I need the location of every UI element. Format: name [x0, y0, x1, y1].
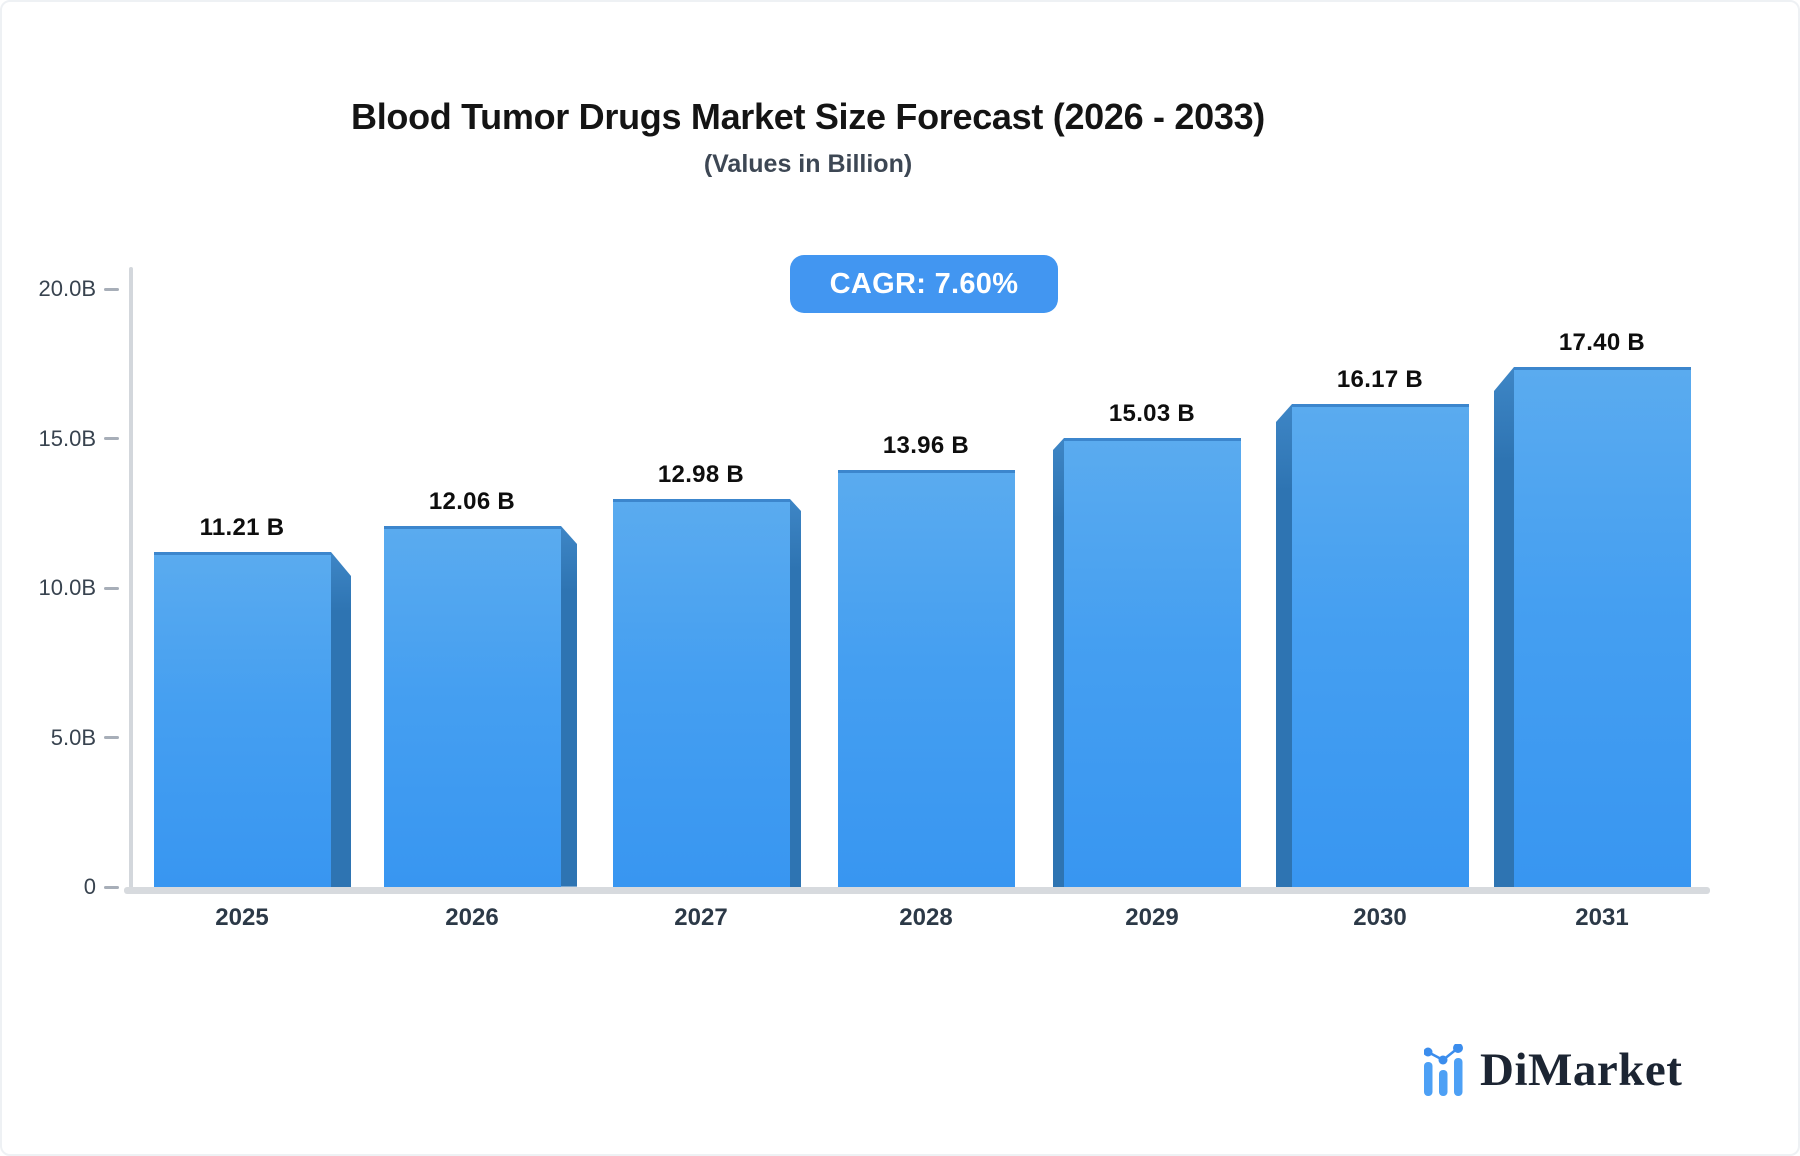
- bar-value-label-2026: 12.06 B: [428, 488, 516, 516]
- bar-side-2030: [1275, 403, 1292, 887]
- brand-logo-text: DiMarket: [1480, 1044, 1683, 1096]
- x-tick-label-2028: 2028: [899, 904, 953, 931]
- mini-bar-chart-icon: [1424, 1044, 1463, 1096]
- y-tick-label: 15.0B: [38, 425, 97, 451]
- y-tick-label: 0: [83, 874, 96, 899]
- bar-face-2031: [1513, 366, 1691, 887]
- bar-face-2029: [1063, 437, 1241, 887]
- cagr-badge-label: CAGR: 7.60%: [829, 267, 1019, 300]
- bar-side-2025: [330, 551, 351, 887]
- y-tick-dash: [104, 287, 119, 291]
- x-tick-label-2027: 2027: [674, 904, 728, 931]
- bar-value-label-2031: 17.40 B: [1558, 328, 1646, 356]
- bar-side-2031: [1493, 366, 1514, 887]
- x-tick-label-2029: 2029: [1125, 904, 1179, 931]
- bar-side-2026: [560, 526, 577, 887]
- cagr-badge: CAGR: 7.60%: [790, 255, 1058, 313]
- x-tick-label-2031: 2031: [1575, 904, 1629, 931]
- bar-face-2030: [1291, 403, 1469, 887]
- bar-face-2028: [837, 469, 1015, 887]
- x-tick-label-2030: 2030: [1353, 904, 1407, 931]
- y-tick-dash: [104, 885, 119, 889]
- bar-face-2025: [153, 551, 331, 887]
- bar-face-2026: [383, 526, 561, 887]
- y-tick-dash: [104, 736, 119, 739]
- y-tick-label: 5.0B: [50, 724, 96, 750]
- bar-side-2027: [789, 498, 801, 887]
- x-tick-label-2025: 2025: [215, 904, 269, 931]
- y-axis-line: [129, 267, 133, 894]
- bar-face-2027: [612, 498, 790, 887]
- x-tick-label-2026: 2026: [445, 904, 499, 931]
- y-tick-label: 20.0B: [38, 276, 97, 301]
- x-axis-baseline: [124, 887, 1710, 894]
- bar-value-label-2028: 13.96 B: [882, 431, 970, 459]
- y-tick-label: 10.0B: [38, 575, 97, 600]
- bar-value-label-2029: 15.03 B: [1108, 399, 1196, 427]
- chart-subtitle: (Values in Billion): [703, 150, 913, 178]
- brand-logo: DiMarket: [1424, 1044, 1682, 1096]
- bar-value-label-2027: 12.98 B: [657, 460, 745, 488]
- y-tick-dash: [104, 586, 119, 590]
- y-tick-dash: [104, 437, 119, 440]
- bar-side-2029: [1052, 437, 1064, 887]
- chart-title: Blood Tumor Drugs Market Size Forecast (…: [350, 96, 1266, 137]
- bar-value-label-2030: 16.17 B: [1336, 365, 1424, 393]
- bar-value-label-2025: 11.21 B: [199, 513, 285, 541]
